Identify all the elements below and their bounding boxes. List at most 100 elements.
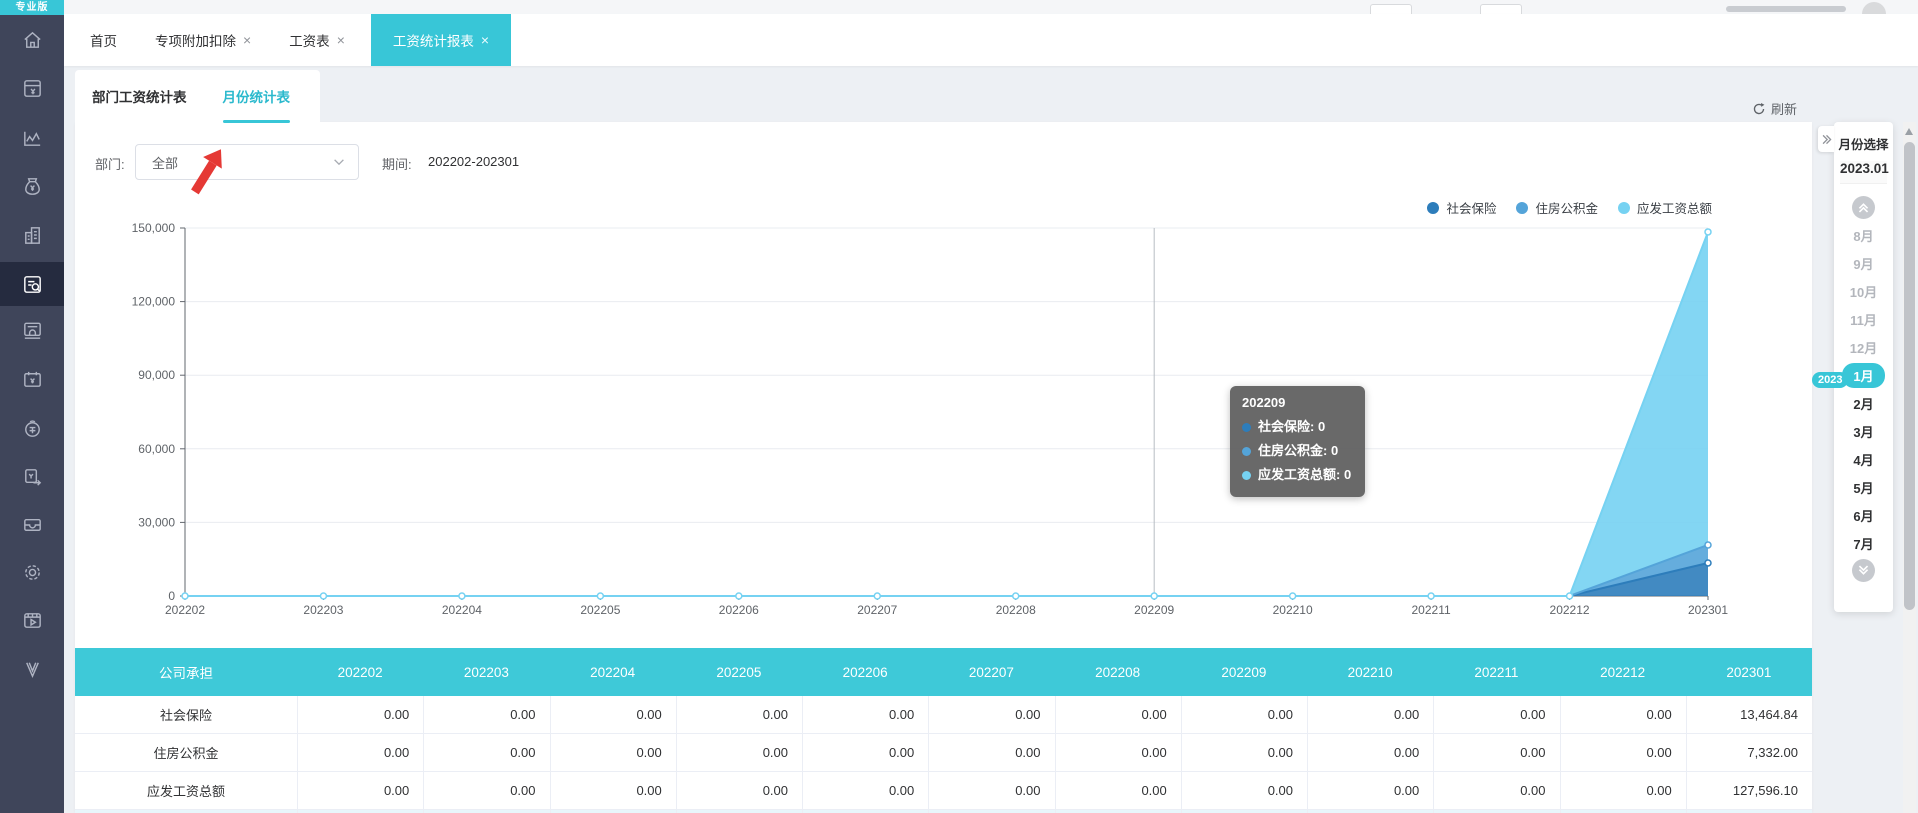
tab-label: 专项附加扣除 bbox=[155, 34, 236, 49]
sidebar-item-bank[interactable] bbox=[0, 308, 64, 352]
sidebar-item-chart[interactable] bbox=[0, 116, 64, 160]
tab-label: 首页 bbox=[90, 34, 117, 49]
value-cell: 0.00 bbox=[549, 734, 676, 771]
close-tab-icon[interactable]: × bbox=[336, 32, 345, 48]
series-dot-icon bbox=[1242, 446, 1251, 456]
legend-dot-icon bbox=[1617, 201, 1630, 214]
month-item-7月[interactable]: 7月 bbox=[1853, 536, 1874, 552]
report-panel: 部门: 全部 期间: 202202-202301 社会保险 住房公积金 应发工资总额… bbox=[75, 122, 1812, 813]
sidebar-item-building[interactable] bbox=[0, 213, 64, 257]
svg-text:202301: 202301 bbox=[1688, 603, 1728, 617]
scrollbar-thumb[interactable] bbox=[1904, 142, 1915, 610]
value-cell: 0.00 bbox=[297, 772, 423, 809]
row-label: 住房公积金 bbox=[153, 746, 219, 761]
sidebar-item-home[interactable] bbox=[0, 18, 64, 62]
month-item-8月[interactable]: 8月 bbox=[1853, 228, 1874, 244]
month-item-12月[interactable]: 12月 bbox=[1849, 340, 1878, 356]
sidebar-item-tax-seal[interactable] bbox=[0, 406, 64, 450]
value-cell: 0.00 bbox=[1180, 772, 1307, 809]
value-cell: 0.00 bbox=[675, 810, 802, 813]
tab-1[interactable]: 首页 bbox=[78, 14, 129, 66]
value-cell: 127,596.10 bbox=[1685, 772, 1812, 809]
month-item-1月[interactable]: 1月 bbox=[1842, 361, 1885, 389]
month-item-2月[interactable]: 2月 bbox=[1853, 396, 1874, 412]
value-cell: 0.00 bbox=[1054, 734, 1181, 771]
invoice-icon bbox=[21, 77, 44, 100]
month-item-10月[interactable]: 10月 bbox=[1849, 284, 1878, 300]
double-chevron-down-icon bbox=[1858, 565, 1869, 575]
sidebar-item-gear[interactable] bbox=[0, 550, 64, 594]
month-item-11月[interactable]: 11月 bbox=[1850, 312, 1877, 328]
period-value: 202202-202301 bbox=[428, 154, 520, 169]
svg-text:30,000: 30,000 bbox=[138, 515, 175, 529]
value-cell: 0.00 bbox=[928, 734, 1054, 771]
vertical-scrollbar bbox=[1903, 122, 1916, 813]
report-icon bbox=[21, 273, 44, 296]
value-cell: 0.00 bbox=[802, 734, 928, 771]
close-tab-icon[interactable]: × bbox=[480, 32, 490, 48]
department-filter-label: 部门: bbox=[95, 157, 125, 172]
table-header-cell: 202204 bbox=[590, 664, 636, 680]
salary-area-chart[interactable]: 0 30,000 60,000 90,000 120,000 150,000 202202 2… bbox=[75, 190, 1812, 645]
period-filter-label: 期间: bbox=[382, 157, 412, 172]
sidebar-item-inbox[interactable] bbox=[0, 502, 64, 546]
value-cell: 0.00 bbox=[1559, 772, 1686, 809]
legend-item[interactable]: 应发工资总额 bbox=[1617, 198, 1712, 217]
value-cell: 0.00 bbox=[1307, 696, 1433, 733]
header-button-partial[interactable] bbox=[1370, 4, 1412, 14]
scroll-down-button[interactable] bbox=[1852, 559, 1875, 582]
value-cell: 148,392.94 bbox=[1685, 810, 1812, 813]
refresh-label: 刷新 bbox=[1771, 102, 1798, 117]
month-item-6月[interactable]: 6月 bbox=[1853, 508, 1874, 524]
department-select-value: 全部 bbox=[152, 155, 179, 171]
svg-text:202207: 202207 bbox=[857, 603, 897, 617]
report-subtabs: 部门工资统计表 月份统计表 bbox=[75, 70, 320, 123]
avatar[interactable] bbox=[1862, 2, 1886, 14]
value-cell: 0.00 bbox=[1307, 810, 1433, 813]
month-item-3月[interactable]: 3月 bbox=[1853, 424, 1874, 440]
sidebar-item-v-logo[interactable] bbox=[0, 647, 64, 691]
scroll-up-button[interactable] bbox=[1852, 196, 1875, 219]
value-cell: 0.00 bbox=[928, 772, 1054, 809]
table-header-cell: 202301 bbox=[1726, 664, 1772, 680]
department-select[interactable]: 全部 bbox=[135, 144, 359, 180]
sidebar-item-doc-export[interactable] bbox=[0, 455, 64, 499]
sidebar-item-report[interactable] bbox=[0, 262, 64, 306]
chevron-down-icon bbox=[334, 159, 344, 166]
svg-text:202209: 202209 bbox=[1134, 603, 1174, 617]
table-header-row: 公司承担 202202 202203 202204 202205 202206 202207… bbox=[75, 648, 1812, 696]
svg-text:202208: 202208 bbox=[996, 603, 1036, 617]
refresh-button[interactable]: 刷新 bbox=[1752, 99, 1797, 118]
tab-3[interactable]: 工资表 × bbox=[277, 14, 357, 66]
value-cell: 0.00 bbox=[1307, 734, 1433, 771]
subtab-2[interactable]: 月份统计表 bbox=[222, 86, 290, 123]
tax-seal-icon bbox=[21, 417, 44, 440]
sidebar-item-calendar-money[interactable] bbox=[0, 357, 64, 401]
table-header-cell: 202207 bbox=[968, 664, 1014, 680]
legend-item[interactable]: 住房公积金 bbox=[1516, 198, 1598, 217]
scrollbar-up-arrow[interactable] bbox=[1905, 128, 1913, 135]
sidebar-item-invoice[interactable] bbox=[0, 66, 64, 110]
value-cell: 0.00 bbox=[1054, 810, 1181, 813]
value-cell: 13,464.84 bbox=[1685, 696, 1812, 733]
tooltip-row: 应发工资总额: 0 bbox=[1242, 463, 1351, 487]
company-burden-table: 公司承担 202202 202203 202204 202205 202206 202207… bbox=[75, 648, 1812, 813]
month-item-9月[interactable]: 9月 bbox=[1853, 256, 1874, 272]
tab-2[interactable]: 专项附加扣除 × bbox=[143, 14, 263, 66]
month-item-4月[interactable]: 4月 bbox=[1853, 452, 1874, 468]
svg-text:202203: 202203 bbox=[303, 603, 343, 617]
value-cell: 0.00 bbox=[423, 696, 549, 733]
year-badge: 2023 bbox=[1812, 372, 1849, 388]
subtab-1[interactable]: 部门工资统计表 bbox=[92, 90, 187, 105]
value-cell: 0.00 bbox=[1307, 772, 1433, 809]
sidebar-item-video[interactable] bbox=[0, 598, 64, 642]
month-panel-collapse-button[interactable] bbox=[1818, 126, 1834, 152]
building-icon bbox=[21, 224, 44, 247]
header-button-partial[interactable] bbox=[1480, 4, 1522, 14]
month-item-5月[interactable]: 5月 bbox=[1853, 480, 1874, 496]
sidebar-item-money-bag[interactable] bbox=[0, 164, 64, 208]
close-tab-icon[interactable]: × bbox=[243, 32, 252, 48]
legend-item[interactable]: 社会保险 bbox=[1427, 198, 1496, 217]
table-row: 合计0.000.000.000.000.000.000.000.000.000.… bbox=[75, 810, 1812, 813]
tab-4[interactable]: 工资统计报表 × bbox=[370, 14, 512, 66]
